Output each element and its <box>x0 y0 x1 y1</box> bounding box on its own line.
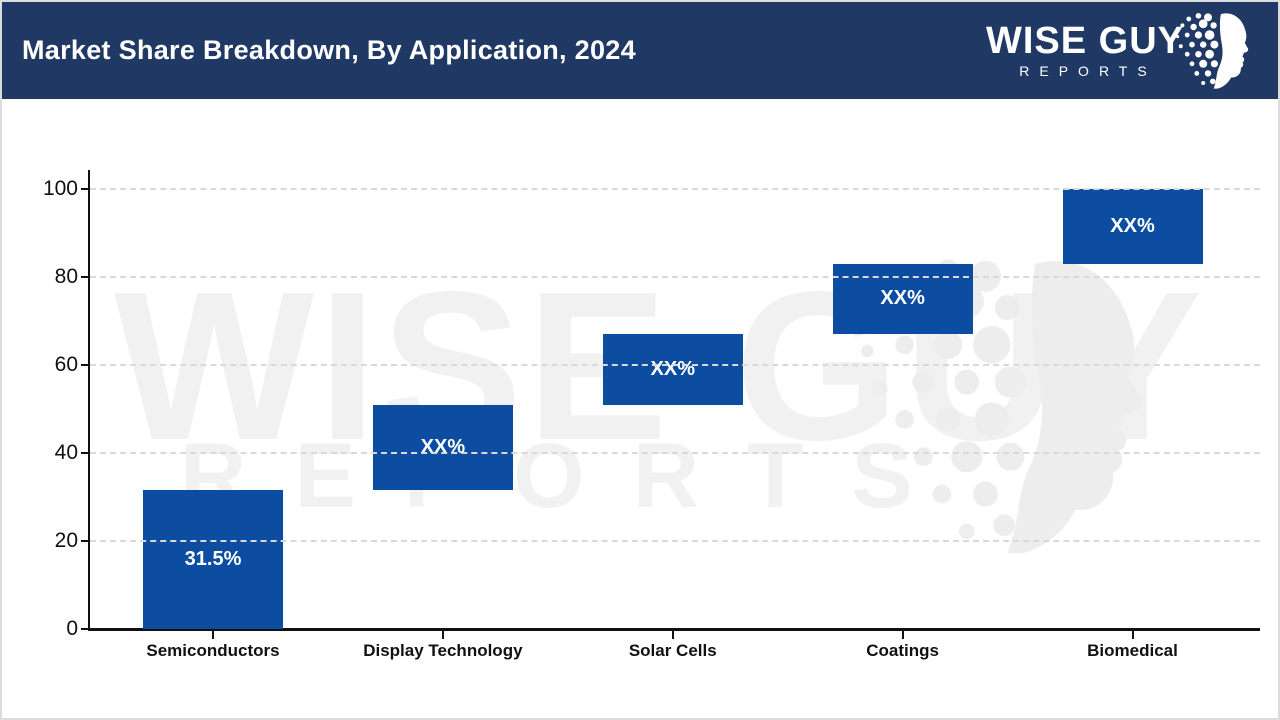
y-tick-label-100: 100 <box>42 177 78 200</box>
x-category-label-display-technology: Display Technology <box>363 641 523 660</box>
y-tick-label-60: 60 <box>54 353 78 376</box>
gridline-20 <box>90 540 1260 542</box>
y-tick-label-0: 0 <box>66 617 78 640</box>
bar-semiconductors: 31.5% <box>143 490 283 629</box>
x-tick-mark-coatings <box>901 631 904 639</box>
bar-value-label-solar-cells: XX% <box>650 357 695 380</box>
x-tick-mark-biomedical <box>1131 631 1134 639</box>
y-tick-mark-20 <box>81 540 89 542</box>
wiseguy-logo-line1: WISE GUY <box>985 20 1184 62</box>
y-tick-mark-80 <box>81 276 89 278</box>
wiseguy-logo: WISE GUY REPORTS <box>986 9 1256 93</box>
bar-value-label-display-technology: XX% <box>420 435 466 458</box>
bar-value-label-semiconductors: 31.5% <box>184 548 242 571</box>
x-category-label-biomedical: Biomedical <box>1087 641 1178 660</box>
bar-display-technology: XX% <box>372 404 513 491</box>
bar-coatings: XX% <box>832 263 973 335</box>
bar-biomedical: XX% <box>1062 189 1203 264</box>
wiseguy-logo-line2: REPORTS <box>1019 63 1157 79</box>
gridline-100 <box>90 188 1260 190</box>
x-category-label-solar-cells: Solar Cells <box>628 641 717 660</box>
y-axis-line <box>88 170 90 631</box>
bar-solar-cells: XX% <box>602 334 743 405</box>
gridline-80 <box>90 276 1260 278</box>
x-axis-line <box>88 628 1260 631</box>
y-tick-label-40: 40 <box>54 441 78 464</box>
gridline-40 <box>90 452 1260 454</box>
wiseguy-head-icon <box>1176 12 1249 89</box>
y-tick-mark-0 <box>81 628 89 630</box>
y-tick-mark-40 <box>81 452 89 454</box>
x-category-label-coatings: Coatings <box>866 641 939 660</box>
y-tick-mark-60 <box>81 364 89 366</box>
x-category-label-semiconductors: Semiconductors <box>146 641 280 660</box>
x-tick-mark-semiconductors <box>212 631 214 639</box>
header-band: Market Share Breakdown, By Application, … <box>2 2 1278 99</box>
x-tick-mark-display-technology <box>441 631 444 639</box>
page-title: Market Share Breakdown, By Application, … <box>22 35 636 65</box>
wiseguy-logo-text: WISE GUY REPORTS <box>986 22 1184 79</box>
x-tick-mark-solar-cells <box>671 631 674 639</box>
bar-value-label-coatings: XX% <box>880 287 925 310</box>
y-tick-label-80: 80 <box>54 265 78 288</box>
bar-value-label-biomedical: XX% <box>1110 214 1155 237</box>
watermark-text-line2: REPORTS <box>180 425 961 527</box>
gridline-60 <box>90 364 1260 366</box>
y-tick-mark-100 <box>81 188 89 190</box>
y-tick-label-20: 20 <box>54 529 78 552</box>
